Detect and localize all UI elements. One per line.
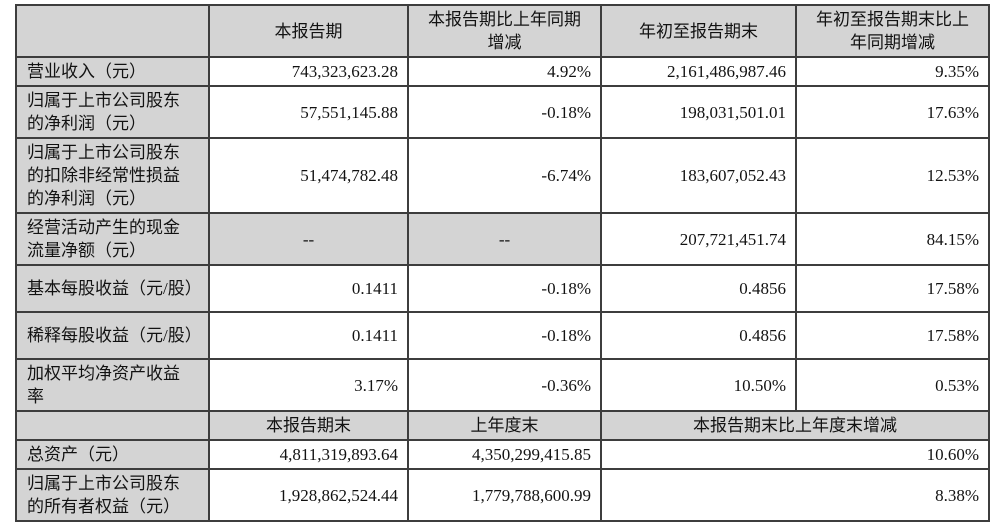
cell-value: -0.18% [407, 264, 602, 313]
cell-value: 207,721,451.74 [600, 212, 797, 266]
row-label: 营业收入（元） [15, 56, 210, 87]
table-row-diluted-eps: 稀释每股收益（元/股） 0.1411 -0.18% 0.4856 17.58% [15, 311, 990, 360]
corner-cell [15, 410, 210, 441]
row-label: 总资产（元） [15, 439, 210, 470]
table-row-net-profit: 归属于上市公司股东的净利润（元） 57,551,145.88 -0.18% 19… [15, 85, 990, 139]
table-row-revenue: 营业收入（元） 743,323,623.28 4.92% 2,161,486,9… [15, 56, 990, 87]
row-label: 加权平均净资产收益率 [15, 358, 210, 412]
table-row-operating-cash-flow: 经营活动产生的现金流量净额（元） -- -- 207,721,451.74 84… [15, 212, 990, 266]
header-end-of-period: 本报告期末 [208, 410, 409, 441]
cell-value: 57,551,145.88 [208, 85, 409, 139]
corner-cell [15, 4, 210, 58]
cell-value: 8.38% [600, 468, 990, 522]
row-label: 稀释每股收益（元/股） [15, 311, 210, 360]
financial-summary-table: 本报告期 本报告期比上年同期增减 年初至报告期末 年初至报告期末比上年同期增减 … [15, 4, 990, 522]
cell-value: 198,031,501.01 [600, 85, 797, 139]
header-current-period: 本报告期 [208, 4, 409, 58]
cell-value: -6.74% [407, 137, 602, 214]
cell-value: -0.36% [407, 358, 602, 412]
cell-value: 0.4856 [600, 311, 797, 360]
cell-value: 0.1411 [208, 264, 409, 313]
cell-value: 84.15% [795, 212, 990, 266]
table-row-basic-eps: 基本每股收益（元/股） 0.1411 -0.18% 0.4856 17.58% [15, 264, 990, 313]
cell-value: -- [208, 212, 409, 266]
header-end-of-last-year: 上年度末 [407, 410, 602, 441]
header-ytd: 年初至报告期末 [600, 4, 797, 58]
cell-value: 10.60% [600, 439, 990, 470]
cell-value: 183,607,052.43 [600, 137, 797, 214]
row-label: 归属于上市公司股东的所有者权益（元） [15, 468, 210, 522]
row-label: 基本每股收益（元/股） [15, 264, 210, 313]
header-row-period-end: 本报告期末 上年度末 本报告期末比上年度末增减 [15, 410, 990, 441]
cell-value: 17.63% [795, 85, 990, 139]
cell-value: 0.1411 [208, 311, 409, 360]
cell-value: 1,779,788,600.99 [407, 468, 602, 522]
cell-value: 17.58% [795, 264, 990, 313]
cell-value: 2,161,486,987.46 [600, 56, 797, 87]
cell-value: 10.50% [600, 358, 797, 412]
cell-value: -- [407, 212, 602, 266]
header-period-end-change: 本报告期末比上年度末增减 [600, 410, 990, 441]
table-row-weighted-avg-roe: 加权平均净资产收益率 3.17% -0.36% 10.50% 0.53% [15, 358, 990, 412]
cell-value: -0.18% [407, 311, 602, 360]
cell-value: 12.53% [795, 137, 990, 214]
cell-value: 0.53% [795, 358, 990, 412]
table-row-net-profit-excl-nonrecurring: 归属于上市公司股东的扣除非经常性损益的净利润（元） 51,474,782.48 … [15, 137, 990, 214]
cell-value: 17.58% [795, 311, 990, 360]
cell-value: 51,474,782.48 [208, 137, 409, 214]
cell-value: -0.18% [407, 85, 602, 139]
cell-value: 0.4856 [600, 264, 797, 313]
cell-value: 9.35% [795, 56, 990, 87]
cell-value: 4.92% [407, 56, 602, 87]
cell-value: 743,323,623.28 [208, 56, 409, 87]
row-label: 归属于上市公司股东的净利润（元） [15, 85, 210, 139]
row-label: 经营活动产生的现金流量净额（元） [15, 212, 210, 266]
header-current-period-yoy: 本报告期比上年同期增减 [407, 4, 602, 58]
cell-value: 1,928,862,524.44 [208, 468, 409, 522]
header-ytd-yoy: 年初至报告期末比上年同期增减 [795, 4, 990, 58]
table-row-owners-equity: 归属于上市公司股东的所有者权益（元） 1,928,862,524.44 1,77… [15, 468, 990, 522]
cell-value: 4,350,299,415.85 [407, 439, 602, 470]
cell-value: 4,811,319,893.64 [208, 439, 409, 470]
row-label: 归属于上市公司股东的扣除非经常性损益的净利润（元） [15, 137, 210, 214]
header-row-period: 本报告期 本报告期比上年同期增减 年初至报告期末 年初至报告期末比上年同期增减 [15, 4, 990, 58]
report-page: 本报告期 本报告期比上年同期增减 年初至报告期末 年初至报告期末比上年同期增减 … [15, 4, 990, 522]
table-row-total-assets: 总资产（元） 4,811,319,893.64 4,350,299,415.85… [15, 439, 990, 470]
cell-value: 3.17% [208, 358, 409, 412]
